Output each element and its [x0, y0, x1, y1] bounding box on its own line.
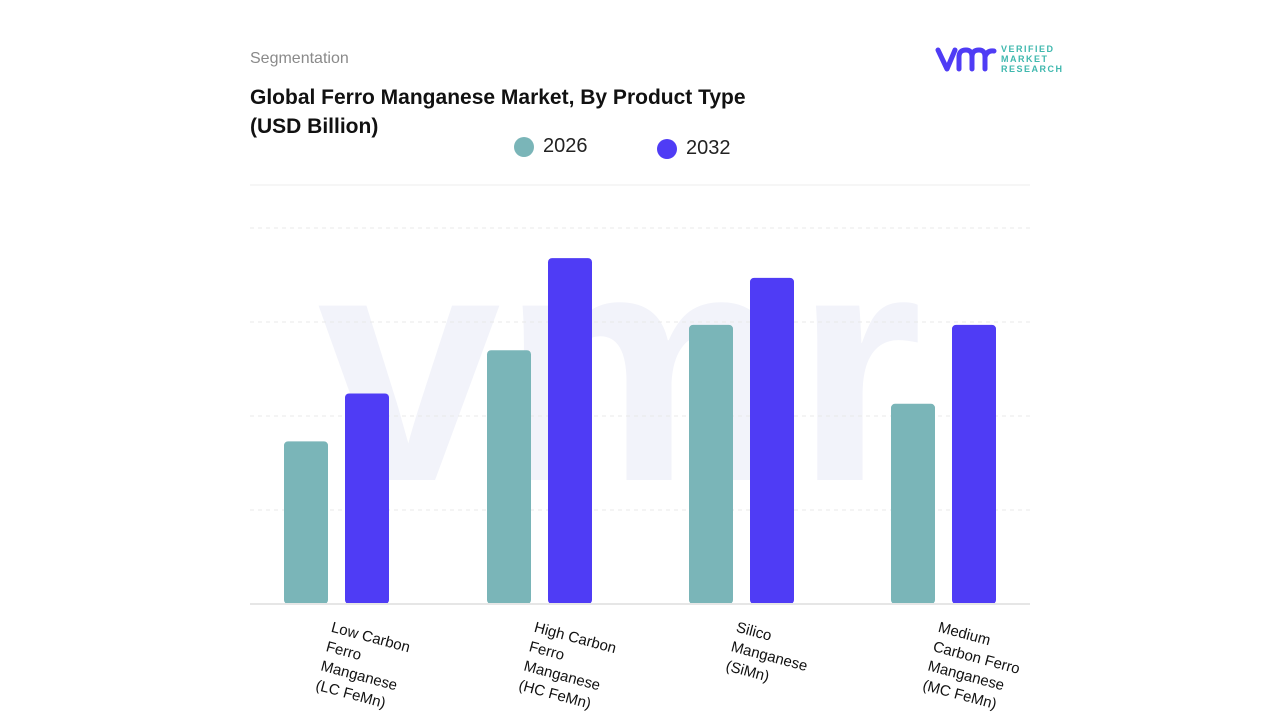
logo-text-1: VERIFIED [1001, 44, 1055, 54]
vmr-logo-icon [935, 47, 997, 72]
bar-2026-1 [487, 350, 531, 604]
bar-2026-2 [689, 324, 733, 604]
vmr-logo: VERIFIED MARKET RESEARCH [935, 44, 1064, 74]
logo-text-2: MARKET [1001, 54, 1049, 64]
bar-2026-3 [891, 403, 935, 604]
logo-text-3: RESEARCH [1001, 64, 1064, 74]
legend-label-2026: 2026 [543, 135, 588, 157]
bar-2032-0 [345, 393, 389, 604]
legend-swatch-2026 [514, 136, 534, 157]
watermark: vmr [317, 181, 922, 550]
legend-label-2032: 2032 [686, 137, 731, 159]
bar-2032-2 [750, 277, 794, 604]
section-label: Segmentation [250, 50, 349, 67]
chart-title: Global Ferro Manganese Market, By Produc… [250, 86, 746, 138]
legend-swatch-2032 [657, 138, 677, 159]
bar-2032-3 [952, 324, 996, 604]
bar-2026-0 [284, 441, 328, 604]
bar-2032-1 [548, 258, 592, 604]
legend-item-2026: 2026 [514, 135, 588, 158]
legend-item-2032: 2032 [657, 137, 731, 160]
